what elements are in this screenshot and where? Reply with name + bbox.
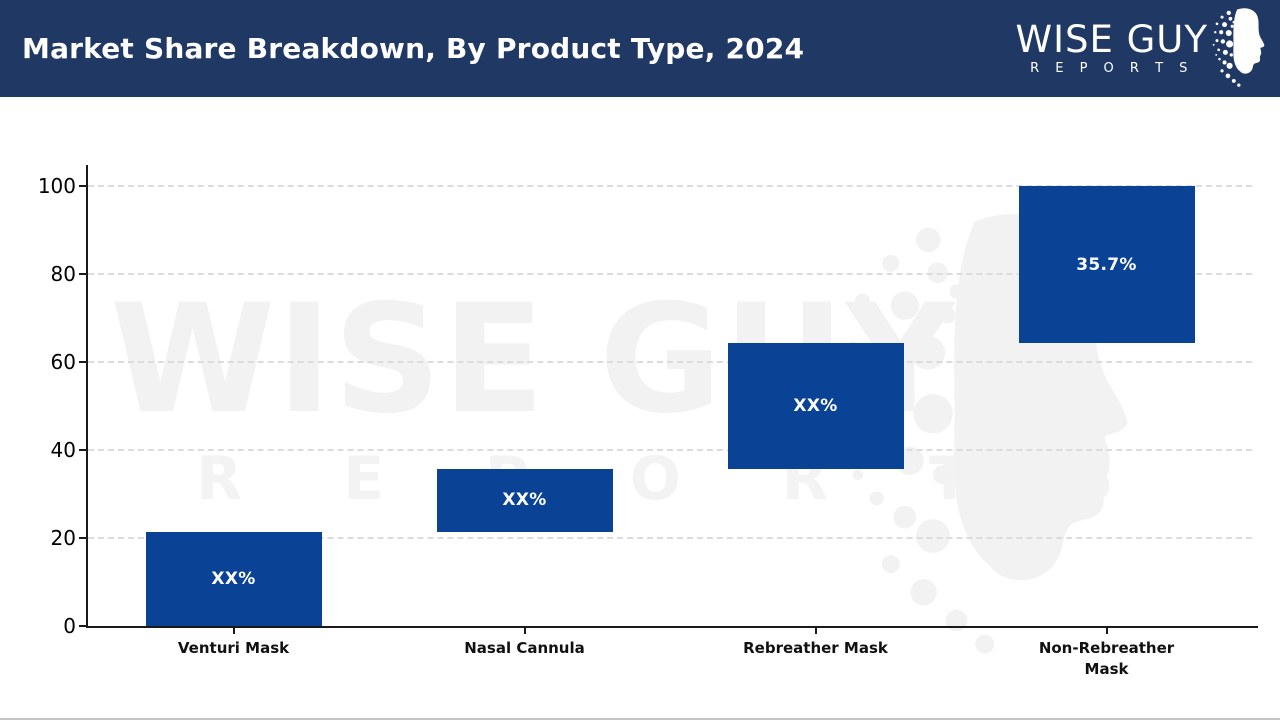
y-tick-label: 60 [50,350,76,374]
gridline [88,449,1252,451]
bar-value-label: 35.7% [1076,254,1137,275]
gridline [88,361,1252,363]
logo-text: WISE GUY R E P O R T S [1016,21,1208,76]
chart-canvas: WISE GUY R E P O R T S 0 20 40 60 80 100 XX% Ve… [0,97,1280,720]
bar-rebreather-mask: XX% [727,343,904,469]
bar-nasal-cannula: XX% [436,468,613,532]
category-label: Rebreather Mask [743,639,888,657]
y-tick-mark [79,185,86,187]
logo-wordmark: WISE GUY [1015,18,1208,61]
y-tick-label: 40 [50,438,76,462]
logo: WISE GUY R E P O R T S [1016,7,1266,91]
y-axis-line [86,165,88,628]
x-tick-mark [1105,628,1108,634]
y-tick-mark [79,537,86,539]
x-axis-line [86,626,1258,628]
category-label: Nasal Cannula [464,639,585,657]
header: Market Share Breakdown, By Product Type,… [0,0,1280,97]
bottom-border [0,718,1280,720]
y-tick-label: 0 [63,614,76,638]
gridline [88,537,1252,539]
gridline [88,185,1252,187]
x-tick-mark [814,628,817,634]
category-label: Venturi Mask [177,639,290,657]
page-title: Market Share Breakdown, By Product Type,… [22,32,805,65]
bar-non-rebreather-mask: 35.7% [1018,186,1195,344]
bar-value-label: XX% [793,395,838,416]
logo-face-icon [1212,7,1265,87]
y-tick-mark [79,273,86,275]
bar-value-label: XX% [211,568,256,589]
x-tick-mark [523,628,526,634]
bar-value-label: XX% [502,490,547,511]
y-tick-label: 20 [50,526,76,550]
y-tick-label: 100 [37,174,76,198]
bar-venturi-mask: XX% [145,531,322,626]
x-tick-mark [232,628,235,634]
gridline [88,273,1252,275]
y-tick-label: 80 [50,262,76,286]
y-tick-mark [79,625,86,627]
y-tick-mark [79,361,86,363]
y-tick-mark [79,449,86,451]
logo-subtitle: R E P O R T S [1030,61,1194,76]
category-label: Non-Rebreather Mask [1038,639,1175,678]
